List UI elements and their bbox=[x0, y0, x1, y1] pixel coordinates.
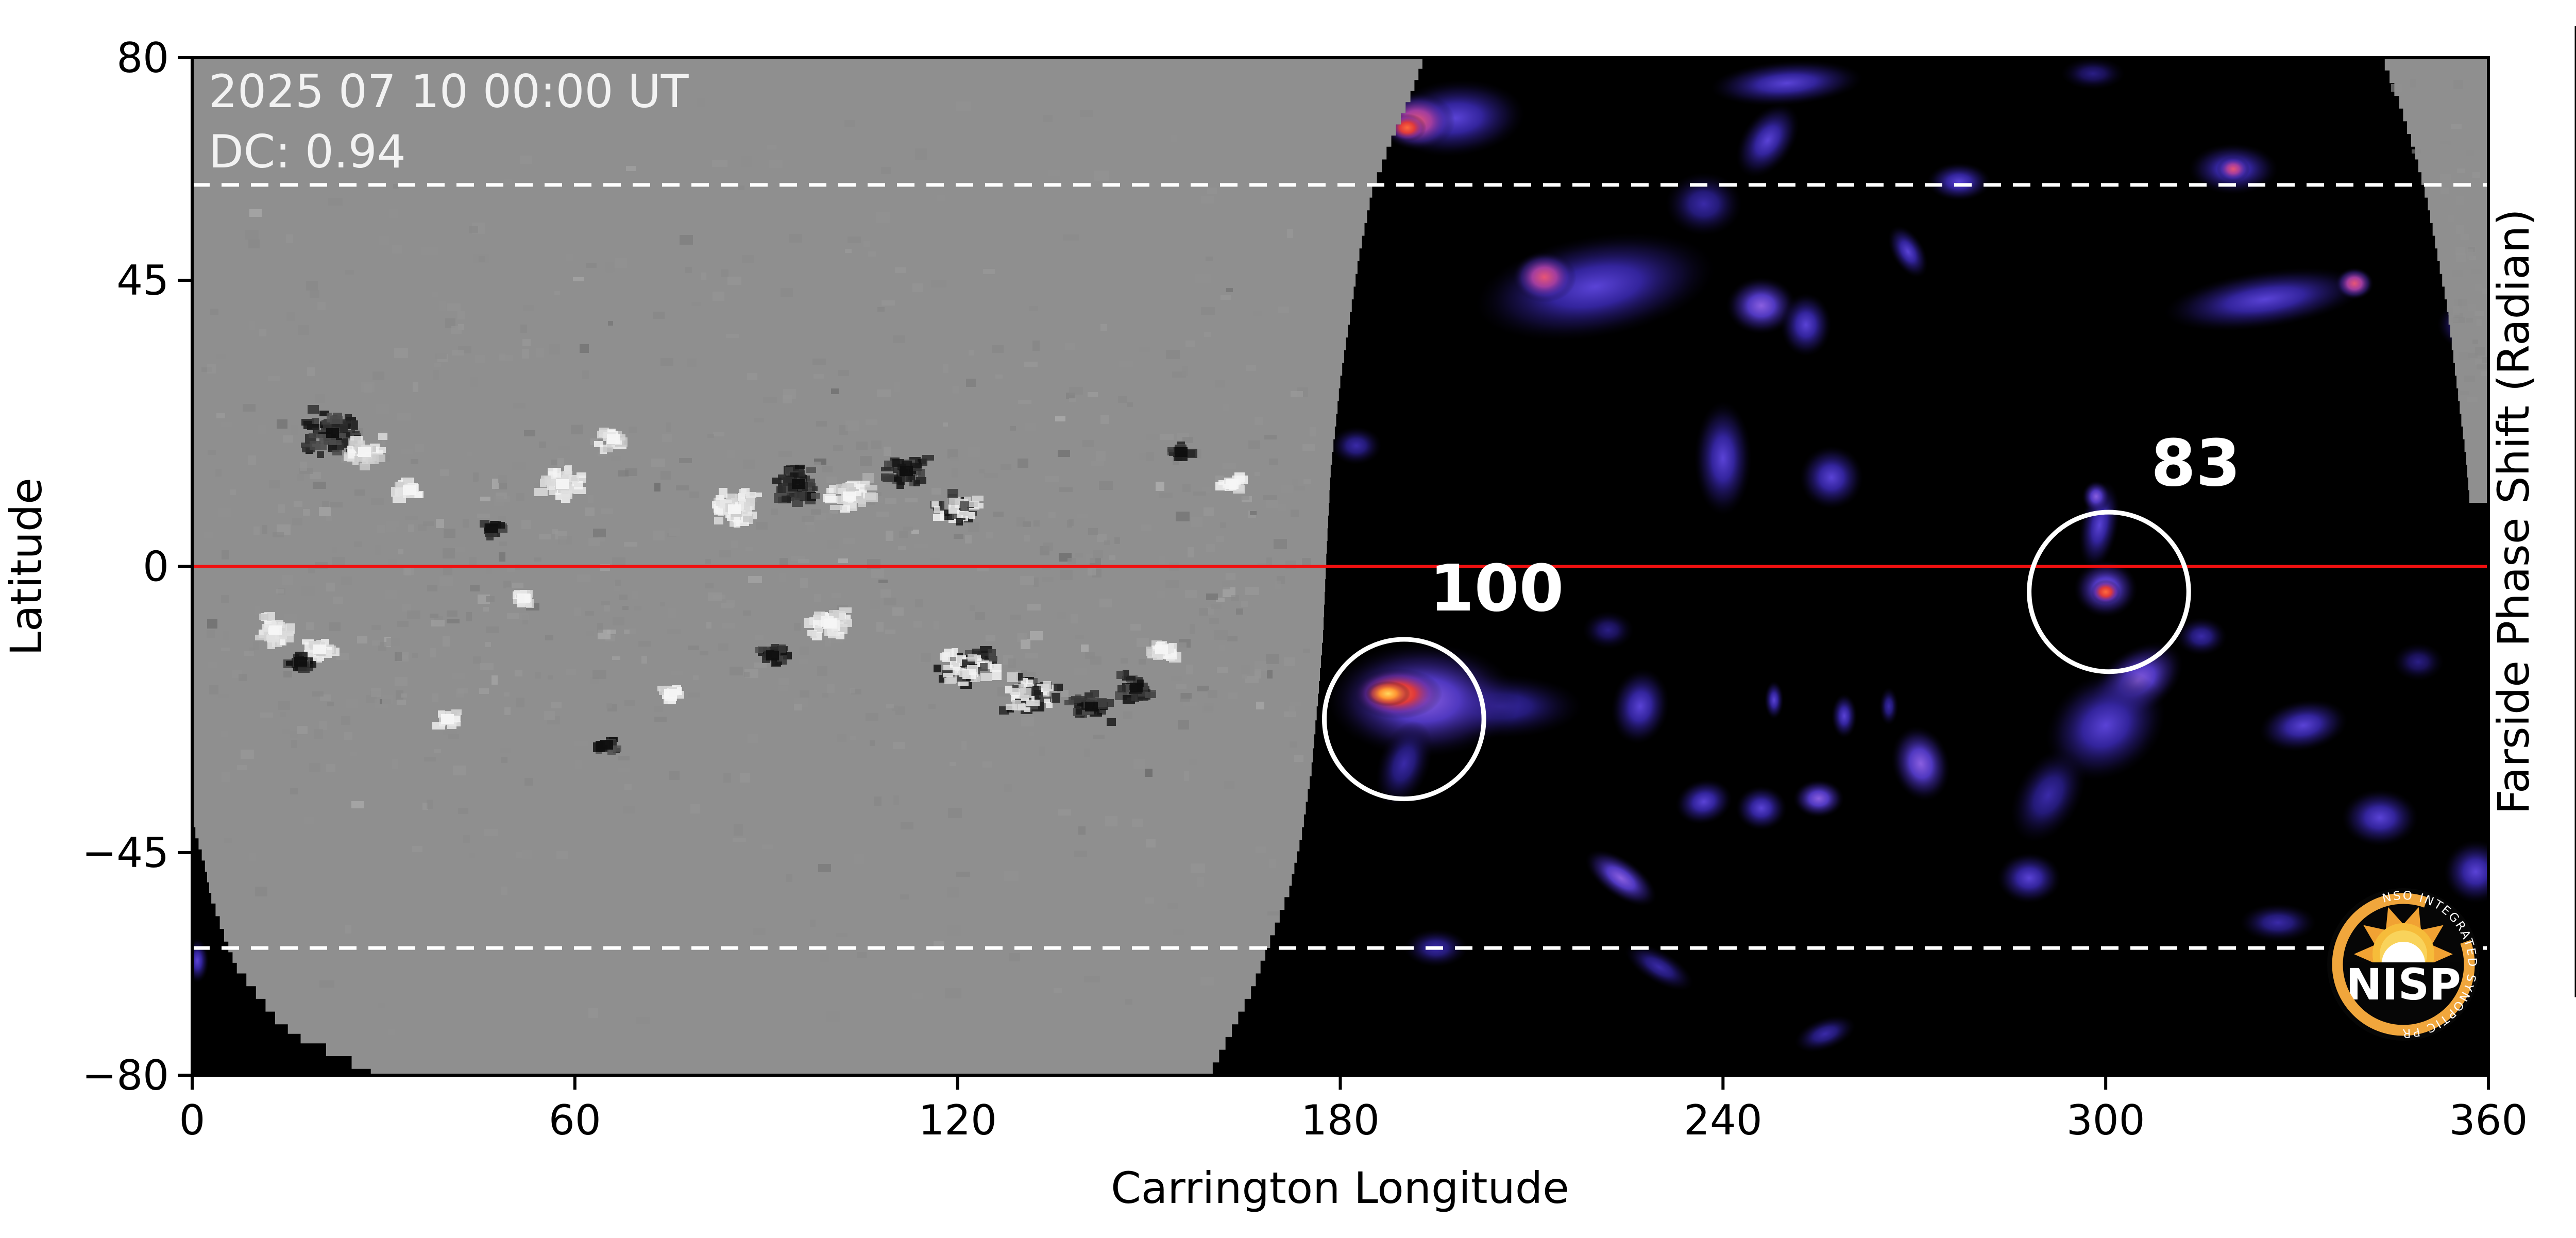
latitude-60-dashed-lines bbox=[192, 183, 2488, 950]
svg-text:180: 180 bbox=[1301, 1096, 1380, 1144]
svg-text:45: 45 bbox=[116, 257, 169, 304]
farside-colorbar-label: Farside Phase Shift (Radian) bbox=[2488, 209, 2539, 814]
svg-text:−80: −80 bbox=[82, 1052, 169, 1099]
annotated-region-circles bbox=[1322, 510, 2191, 802]
farside-phase-shift-blobs bbox=[192, 58, 2488, 1053]
date-annotation: 2025 07 10 00:00 UT bbox=[209, 65, 689, 118]
svg-text:0: 0 bbox=[179, 1096, 206, 1144]
svg-text:80: 80 bbox=[116, 34, 169, 82]
frontside-magnetogram-noise bbox=[201, 73, 2488, 1035]
svg-text:60: 60 bbox=[549, 1096, 601, 1144]
svg-text:240: 240 bbox=[1684, 1096, 1762, 1144]
duty-cycle-annotation: DC: 0.94 bbox=[209, 125, 406, 178]
svg-text:360: 360 bbox=[2449, 1096, 2528, 1144]
svg-text:NISP: NISP bbox=[2346, 959, 2461, 1010]
svg-text:120: 120 bbox=[918, 1096, 997, 1144]
region-label-100: 100 bbox=[1430, 551, 1564, 626]
x-axis-label: Carrington Longitude bbox=[1111, 1163, 1569, 1213]
svg-text:0: 0 bbox=[143, 543, 169, 591]
y-axis-label: Latitude bbox=[1, 478, 52, 656]
axes: 0 60 120 180 240 300 360 80 45 0 −45 −80 bbox=[82, 34, 2528, 1144]
svg-text:−45: −45 bbox=[82, 829, 169, 877]
region-label-83: 83 bbox=[2151, 426, 2241, 501]
svg-text:300: 300 bbox=[2066, 1096, 2145, 1144]
